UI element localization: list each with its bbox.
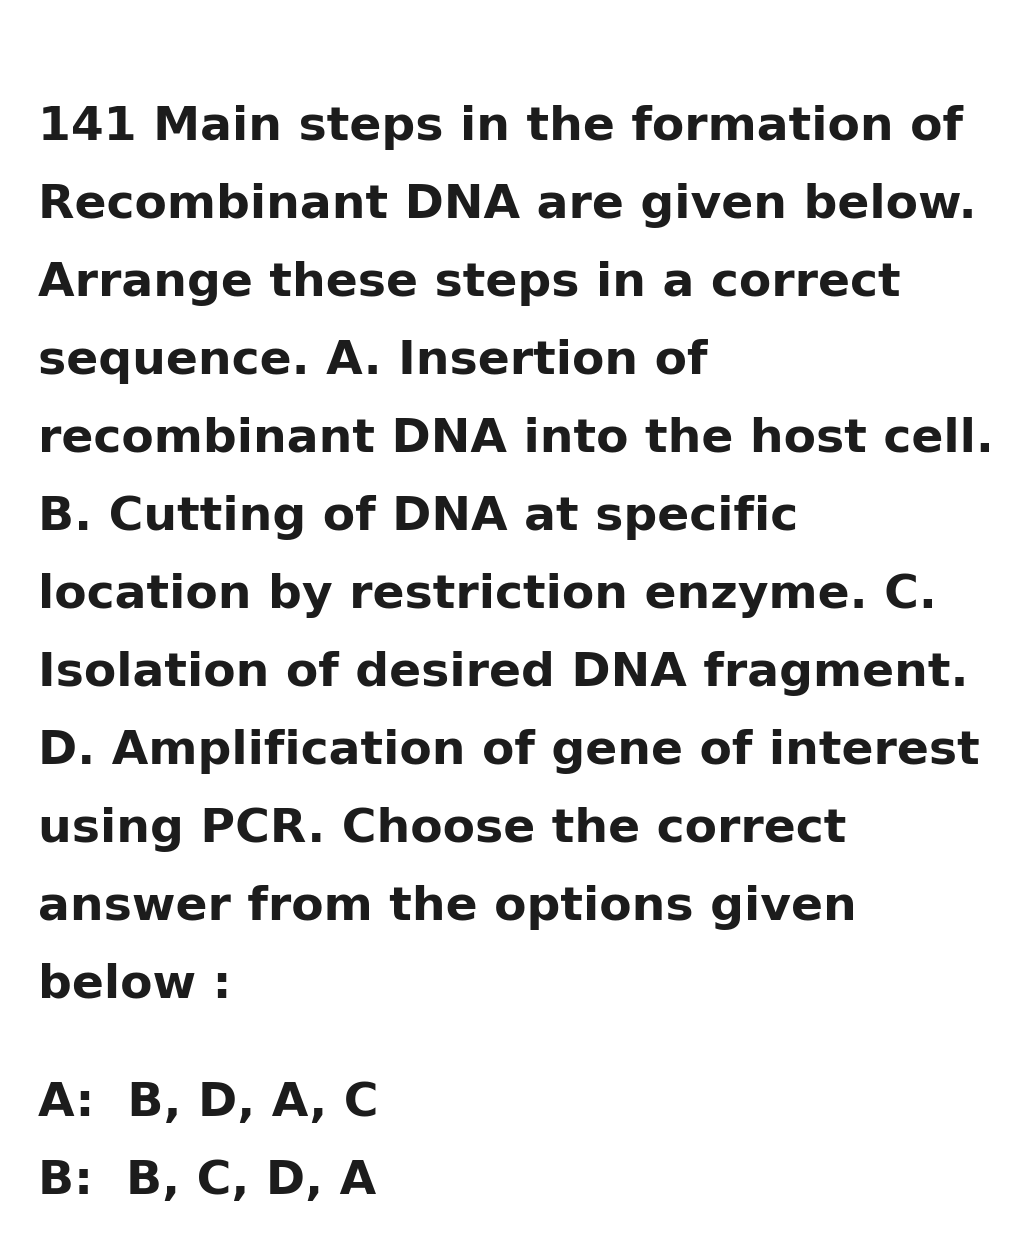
Text: B. Cutting of DNA at specific: B. Cutting of DNA at specific	[38, 494, 799, 540]
Text: location by restriction enzyme. C.: location by restriction enzyme. C.	[38, 574, 937, 618]
Text: recombinant DNA into the host cell.: recombinant DNA into the host cell.	[38, 417, 994, 462]
Text: below :: below :	[38, 963, 231, 1009]
Text: D. Amplification of gene of interest: D. Amplification of gene of interest	[38, 729, 980, 774]
Text: answer from the options given: answer from the options given	[38, 885, 857, 929]
Text: Arrange these steps in a correct: Arrange these steps in a correct	[38, 261, 901, 307]
Text: B:  B, C, D, A: B: B, C, D, A	[38, 1159, 376, 1204]
Text: sequence. A. Insertion of: sequence. A. Insertion of	[38, 339, 708, 384]
Text: 141 Main steps in the formation of: 141 Main steps in the formation of	[38, 105, 963, 150]
Text: Isolation of desired DNA fragment.: Isolation of desired DNA fragment.	[38, 651, 969, 696]
Text: A:  B, D, A, C: A: B, D, A, C	[38, 1082, 379, 1126]
Text: using PCR. Choose the correct: using PCR. Choose the correct	[38, 807, 847, 852]
Text: Recombinant DNA are given below.: Recombinant DNA are given below.	[38, 183, 977, 227]
